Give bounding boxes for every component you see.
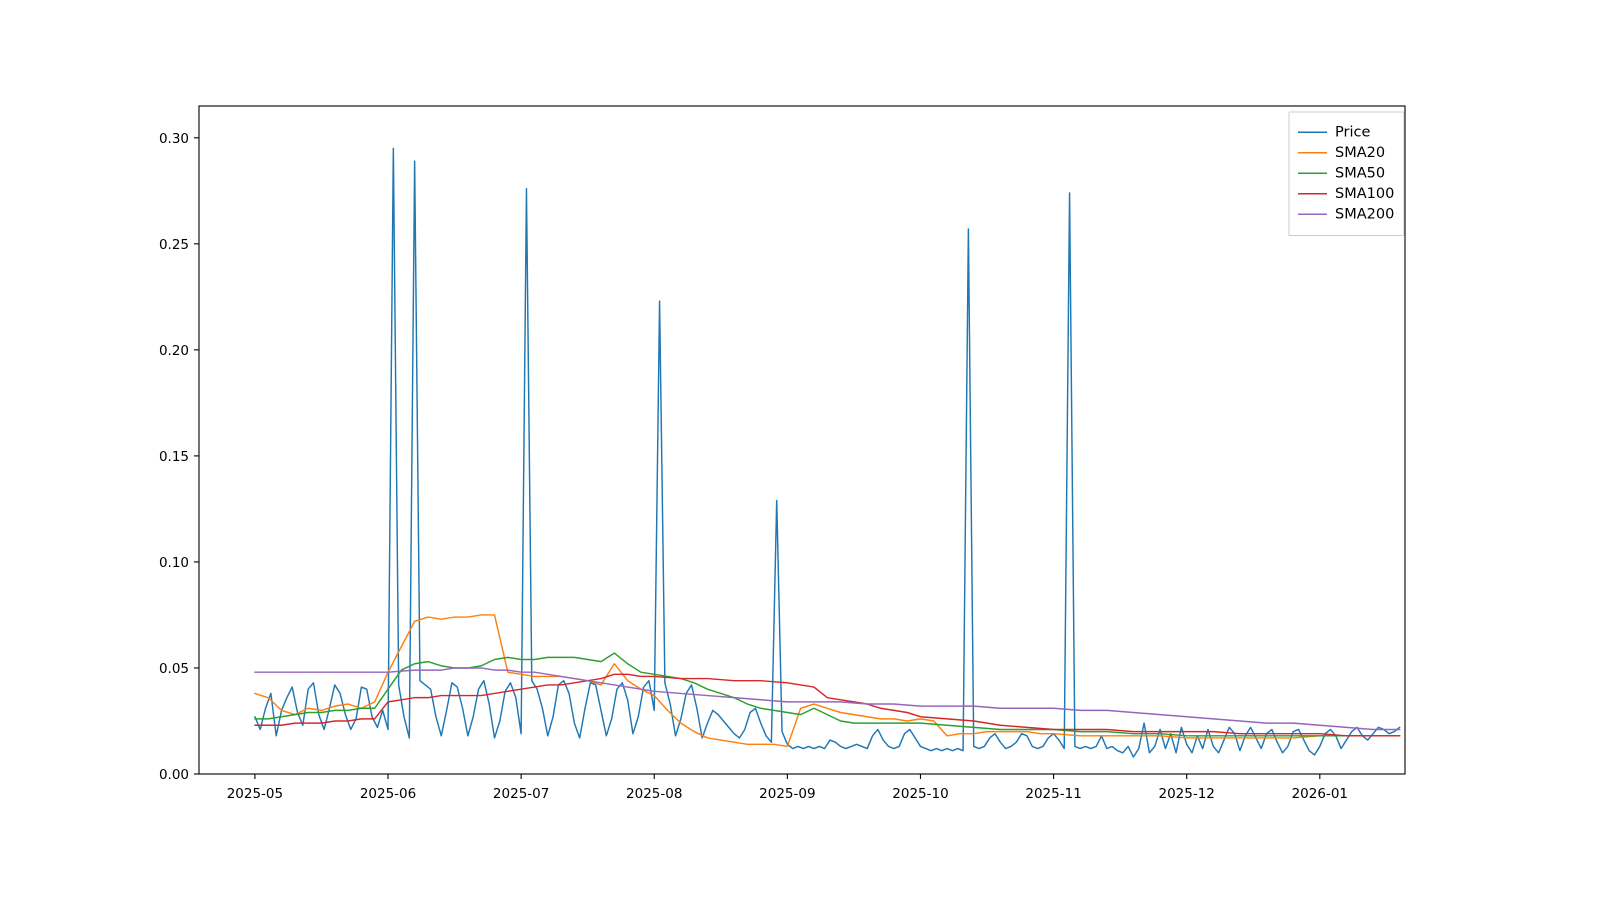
x-tick-label: 2025-10 (892, 786, 948, 802)
y-axis-ticks: 0.00 0.05 0.10 0.15 0.20 0.25 0.30 (159, 131, 199, 783)
legend-label-sma100: SMA100 (1335, 186, 1394, 202)
y-tick-label: 0.20 (159, 343, 189, 359)
x-tick-label: 2025-08 (626, 786, 682, 802)
x-tick-label: 2025-12 (1158, 786, 1214, 802)
legend-label-sma20: SMA20 (1335, 145, 1385, 161)
x-tick-label: 2025-05 (227, 786, 283, 802)
series-line-sma200 (254, 667, 1401, 731)
x-tick-label: 2025-09 (759, 786, 815, 802)
y-tick-label: 0.25 (159, 237, 189, 253)
chart-legend: Price SMA20 SMA50 SMA100 SMA200 (1288, 111, 1405, 236)
x-tick-label: 2025-11 (1025, 786, 1081, 802)
y-tick-label: 0.30 (159, 131, 189, 147)
series-group (254, 147, 1401, 758)
x-axis-ticks: 2025-05 2025-06 2025-07 2025-08 2025-09 2025-… (227, 774, 1348, 802)
legend-label-price: Price (1335, 124, 1370, 140)
plot-border (198, 105, 1406, 775)
series-line-sma100 (254, 673, 1401, 737)
series-line-sma20 (254, 614, 1401, 748)
legend-label-sma200: SMA200 (1335, 206, 1394, 222)
legend-box (1288, 111, 1405, 236)
y-tick-label: 0.10 (159, 555, 189, 571)
x-tick-label: 2025-07 (493, 786, 549, 802)
y-tick-label: 0.00 (159, 767, 189, 783)
x-tick-label: 2025-06 (360, 786, 416, 802)
x-tick-label: 2026-01 (1292, 786, 1348, 802)
legend-label-sma50: SMA50 (1335, 165, 1385, 181)
series-line-sma50 (254, 652, 1401, 737)
axes-frame (198, 105, 1406, 775)
y-tick-label: 0.15 (159, 449, 189, 465)
y-tick-label: 0.05 (159, 661, 189, 677)
